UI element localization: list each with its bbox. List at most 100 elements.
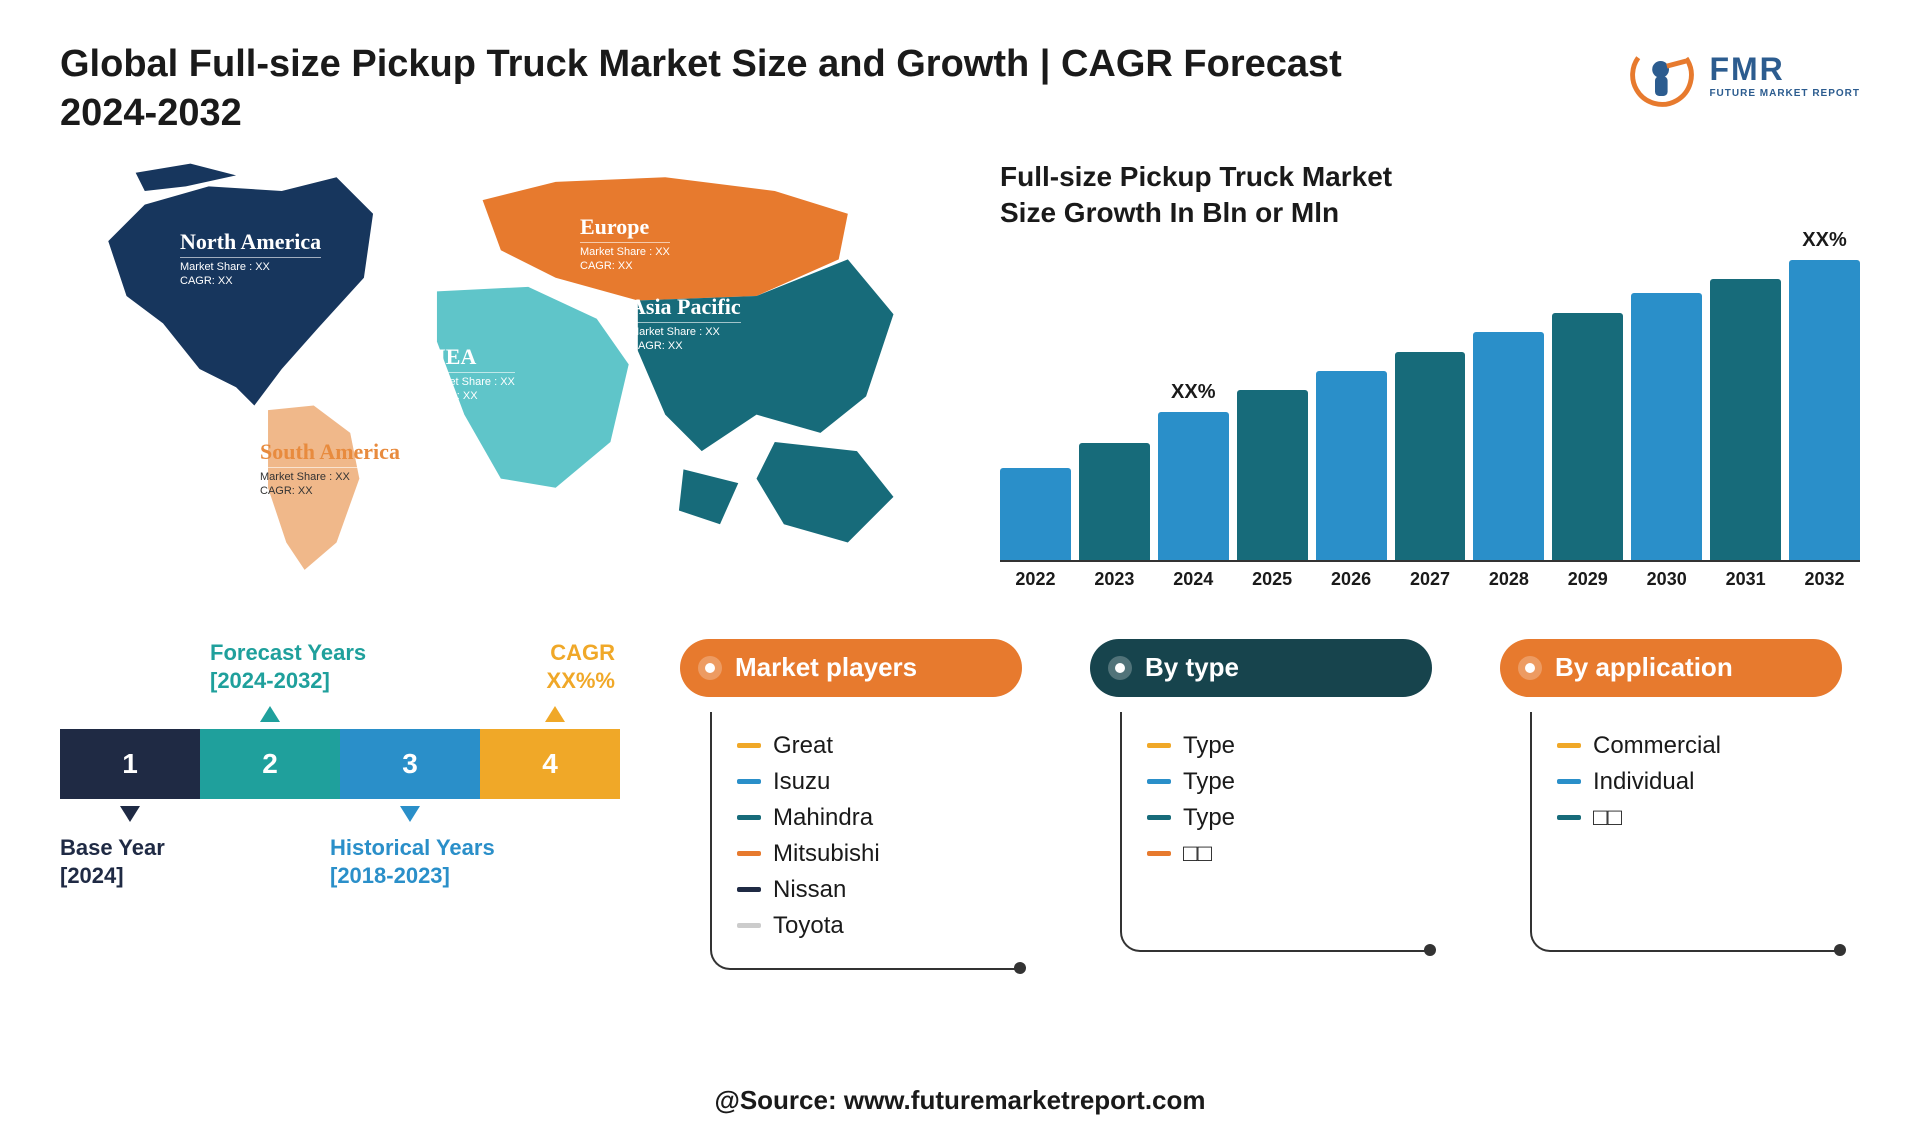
forecast-label: Forecast Years [2024-2032] (210, 639, 366, 696)
bar-group: 2030 (1631, 293, 1702, 559)
cagr-label: CAGR XX%% (547, 639, 615, 696)
timeline-bar: 1234 (60, 729, 620, 799)
forecast-range: [2024-2032] (210, 667, 366, 696)
bottom-section: Forecast Years [2024-2032] CAGR XX%% 123… (60, 639, 1860, 970)
dash-icon (737, 923, 761, 928)
dash-icon (1557, 815, 1581, 820)
header: Global Full-size Pickup Truck Market Siz… (60, 40, 1860, 139)
region-label-north_america: North America Market Share : XXCAGR: XX (180, 229, 321, 289)
region-share: Market Share : XX (260, 470, 400, 484)
logo-text-main: FMR (1709, 51, 1860, 88)
bar-group: 2031 (1710, 279, 1781, 560)
bar-year-label: 2028 (1489, 569, 1529, 590)
hist-title: Historical Years (330, 834, 495, 863)
bar-year-label: 2022 (1015, 569, 1055, 590)
list-item: Type (1147, 804, 1416, 832)
bullet-icon (1108, 656, 1132, 680)
region-name: North America (180, 229, 321, 258)
timeline: Forecast Years [2024-2032] CAGR XX%% 123… (60, 639, 620, 970)
list-item: Great (737, 732, 1006, 760)
bar (1158, 412, 1229, 559)
bar (1473, 332, 1544, 559)
info-boxes: Market playersGreatIsuzuMahindraMitsubis… (680, 639, 1860, 970)
cagr-title: CAGR (547, 639, 615, 668)
list-item-text: Nissan (773, 876, 846, 904)
info-box-header: By application (1500, 639, 1842, 697)
region-label-mea: MEAMarket Share : XXCAGR: XX (425, 344, 515, 404)
timeline-segment: 2 (200, 729, 340, 799)
fmr-logo: FMR FUTURE MARKET REPORT (1627, 40, 1860, 110)
historical-label: Historical Years [2018-2023] (330, 834, 495, 891)
region-label-europe: EuropeMarket Share : XXCAGR: XX (580, 214, 670, 274)
list-item-text: Type (1183, 768, 1235, 796)
chart-title: Full-size Pickup Truck Market Size Growt… (1000, 159, 1400, 232)
bar-year-label: 2032 (1804, 569, 1844, 590)
list-item-text: Individual (1593, 768, 1694, 796)
list-item: □□ (1557, 804, 1826, 832)
info-box-title: By type (1145, 652, 1239, 683)
bullet-icon (698, 656, 722, 680)
logo-icon (1627, 40, 1697, 110)
list-item: Mitsubishi (737, 840, 1006, 868)
bar-year-label: 2026 (1331, 569, 1371, 590)
list-item-text: Type (1183, 804, 1235, 832)
bar-year-label: 2029 (1568, 569, 1608, 590)
bar (1710, 279, 1781, 560)
list-item-text: Type (1183, 732, 1235, 760)
bar (1395, 352, 1466, 560)
list-item-text: □□ (1183, 840, 1212, 868)
bar-annotation: XX% (1171, 381, 1215, 404)
region-cagr: CAGR: XX (580, 259, 670, 273)
arrow-down-icon (400, 806, 420, 822)
list-item: Individual (1557, 768, 1826, 796)
region-cagr: CAGR: XX (180, 274, 321, 288)
bar (1079, 443, 1150, 559)
dash-icon (737, 851, 761, 856)
region-share: Market Share : XX (180, 260, 321, 274)
list-item-text: Mahindra (773, 804, 873, 832)
region-label-south_america: South AmericaMarket Share : XXCAGR: XX (260, 439, 400, 499)
bar-year-label: 2024 (1173, 569, 1213, 590)
region-cagr: CAGR: XX (260, 484, 400, 498)
dash-icon (737, 743, 761, 748)
info-box-title: By application (1555, 652, 1733, 683)
info-box: By application Commercial Individual □□ (1500, 639, 1860, 970)
list-item-text: Commercial (1593, 732, 1721, 760)
region-cagr: CAGR: XX (425, 389, 515, 403)
region-name: Asia Pacific (630, 294, 741, 323)
source-attribution: @Source: www.futuremarketreport.com (714, 1085, 1205, 1116)
bar-chart: 202220232024XX%2025202620272028202920302… (1000, 252, 1860, 562)
list-item: Nissan (737, 876, 1006, 904)
list-item: □□ (1147, 840, 1416, 868)
list-item-text: Isuzu (773, 768, 830, 796)
cagr-value: XX%% (547, 667, 615, 696)
bar (1316, 371, 1387, 560)
page-title: Global Full-size Pickup Truck Market Siz… (60, 40, 1360, 139)
bar-annotation: XX% (1802, 229, 1846, 252)
bar (1237, 390, 1308, 559)
logo-text-sub: FUTURE MARKET REPORT (1709, 88, 1860, 99)
list-item-text: Mitsubishi (773, 840, 880, 868)
base-title: Base Year (60, 834, 165, 863)
bar-year-label: 2027 (1410, 569, 1450, 590)
dash-icon (1557, 743, 1581, 748)
top-section: North AmericaMarket Share : XXCAGR: XXSo… (60, 159, 1860, 579)
bar (1631, 293, 1702, 559)
bar-group: 2032XX% (1789, 260, 1860, 560)
dash-icon (737, 779, 761, 784)
bar (1552, 313, 1623, 560)
info-box-body: GreatIsuzuMahindraMitsubishiNissanToyota (710, 712, 1016, 970)
bar-group: 2024XX% (1158, 412, 1229, 559)
bar (1000, 468, 1071, 560)
bar-year-label: 2030 (1647, 569, 1687, 590)
bar-chart-section: Full-size Pickup Truck Market Size Growt… (1000, 159, 1860, 579)
dash-icon (1557, 779, 1581, 784)
list-item: Type (1147, 768, 1416, 796)
dash-icon (1147, 779, 1171, 784)
list-item: Commercial (1557, 732, 1826, 760)
bar-year-label: 2023 (1094, 569, 1134, 590)
bar (1789, 260, 1860, 560)
bar-year-label: 2025 (1252, 569, 1292, 590)
list-item: Type (1147, 732, 1416, 760)
list-item-text: □□ (1593, 804, 1622, 832)
